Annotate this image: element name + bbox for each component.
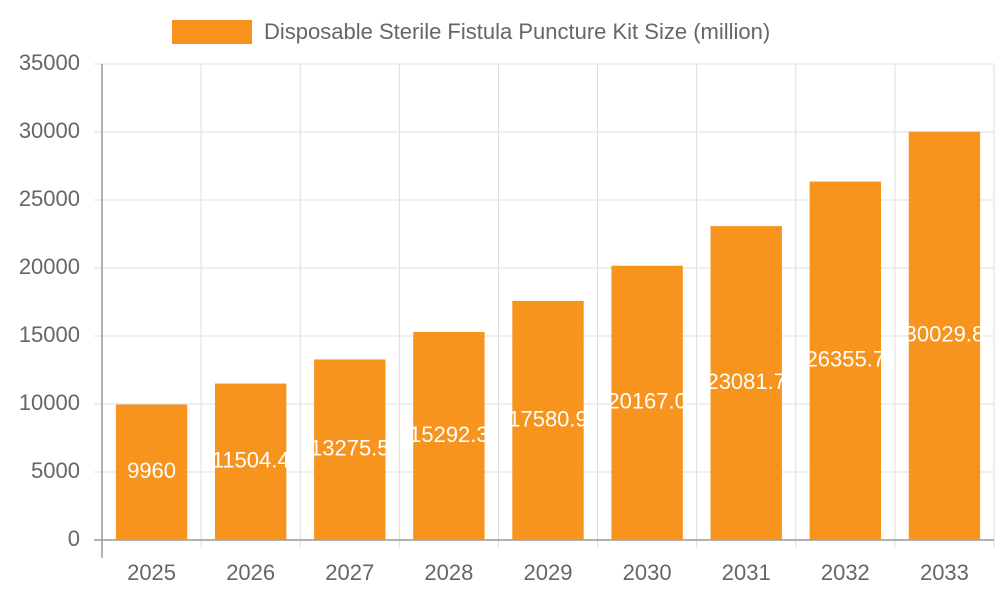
legend-swatch <box>172 20 252 44</box>
y-tick-label: 25000 <box>19 186 80 211</box>
bar <box>710 226 782 541</box>
bar <box>908 131 981 540</box>
x-tick-label: 2029 <box>524 560 573 585</box>
x-tick-label: 2028 <box>424 560 473 585</box>
x-tick-label: 2025 <box>127 560 176 585</box>
bar <box>314 359 386 540</box>
value-label: 26355.7 <box>806 347 886 372</box>
x-tick-label: 2032 <box>821 560 870 585</box>
y-tick-label: 30000 <box>19 118 80 143</box>
y-tick-label: 0 <box>68 526 80 551</box>
y-tick-label: 15000 <box>19 322 80 347</box>
y-tick-label: 5000 <box>31 458 80 483</box>
value-label: 30029.8 <box>905 322 985 347</box>
bar <box>115 404 188 540</box>
y-tick-label: 10000 <box>19 390 80 415</box>
value-label: 15292.3 <box>409 422 489 447</box>
x-tick-label: 2033 <box>920 560 969 585</box>
value-label: 23081.7 <box>706 369 786 394</box>
x-tick-label: 2027 <box>325 560 374 585</box>
value-label: 20167.0 <box>607 389 687 414</box>
legend-label: Disposable Sterile Fistula Puncture Kit … <box>264 19 770 44</box>
bar <box>611 265 683 540</box>
value-label: 17580.9 <box>508 406 588 431</box>
value-label: 11504.4 <box>212 448 290 473</box>
bar <box>214 383 287 540</box>
x-tick-label: 2031 <box>722 560 771 585</box>
bar <box>512 300 584 540</box>
y-tick-label: 35000 <box>19 50 80 75</box>
bar <box>809 181 882 540</box>
x-tick-label: 2026 <box>226 560 275 585</box>
x-tick-label: 2030 <box>623 560 672 585</box>
y-tick-label: 20000 <box>19 254 80 279</box>
value-label: 13275.5 <box>310 436 390 461</box>
value-label: 9960 <box>127 458 176 483</box>
bar <box>413 332 485 540</box>
